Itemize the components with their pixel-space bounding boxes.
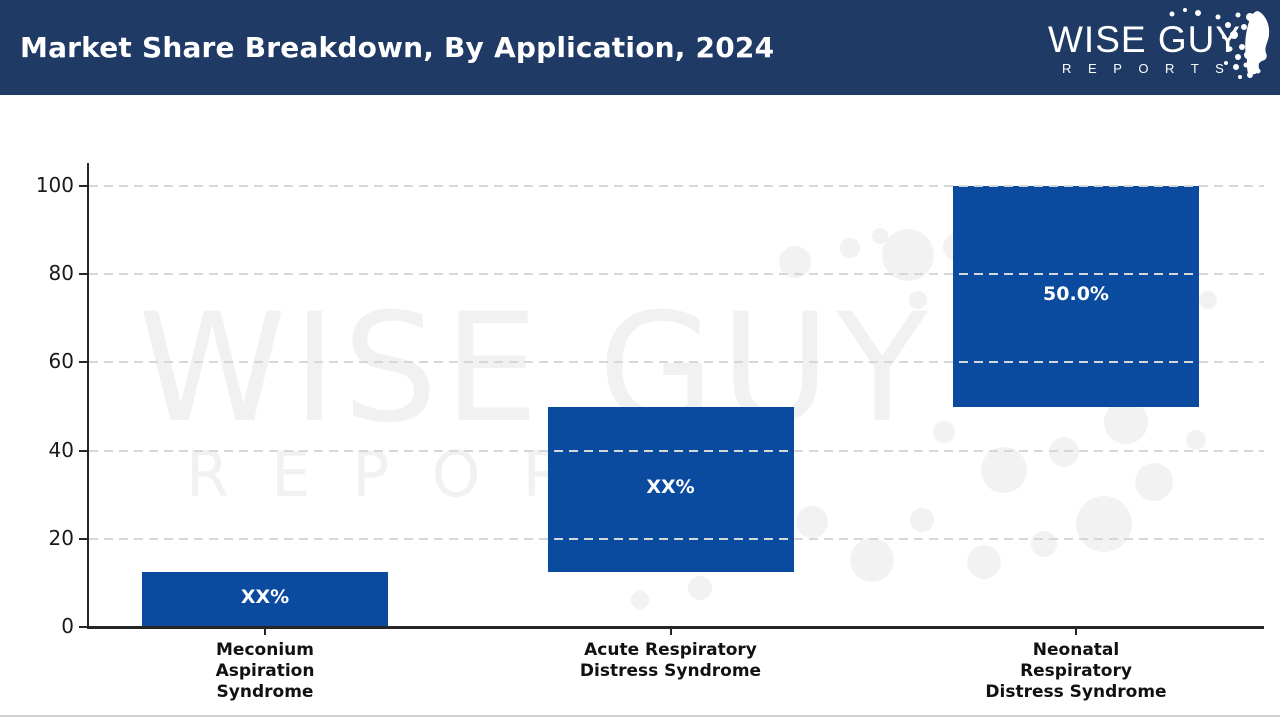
watermark-dot bbox=[1199, 291, 1217, 309]
gridline-y-40 bbox=[89, 449, 1264, 452]
watermark-dot bbox=[910, 508, 934, 532]
logo-subtext: R E P O R T S bbox=[1062, 61, 1230, 76]
y-tick-mark bbox=[79, 449, 87, 452]
y-tick-label: 80 bbox=[48, 261, 74, 286]
watermark-wordmark: WISE GUY bbox=[138, 282, 934, 456]
x-category-label-line: Distress Syndrome bbox=[579, 661, 762, 681]
y-tick-mark bbox=[79, 185, 87, 187]
watermark-dot bbox=[840, 238, 860, 258]
x-category-label-line: Distress Syndrome bbox=[985, 682, 1167, 702]
bar-value-label: XX% bbox=[240, 586, 290, 609]
y-axis-line bbox=[87, 163, 89, 628]
watermark-dot bbox=[882, 229, 934, 281]
x-category-label-line: Acute Respiratory bbox=[584, 640, 757, 660]
footer-divider bbox=[0, 715, 1280, 717]
y-tick-label: 0 bbox=[61, 614, 74, 638]
y-tick-label: 40 bbox=[48, 437, 74, 462]
watermark-dot bbox=[1135, 463, 1173, 501]
watermark-dot bbox=[967, 545, 1001, 579]
bar-value-label: XX% bbox=[646, 476, 695, 499]
x-tick-mark bbox=[669, 628, 672, 635]
gridline-y-60 bbox=[89, 361, 1264, 364]
x-tick-mark bbox=[264, 628, 266, 635]
x-category-label-line: Meconium bbox=[216, 640, 314, 660]
gridline-y-80 bbox=[89, 273, 1264, 276]
y-tick-mark bbox=[79, 273, 87, 276]
watermark-dot bbox=[1076, 496, 1132, 552]
bar-segment bbox=[953, 186, 1199, 407]
bar-segment bbox=[547, 406, 794, 572]
watermark-dot bbox=[909, 291, 927, 309]
watermark-dot bbox=[688, 576, 712, 600]
watermark-dot bbox=[631, 591, 649, 609]
watermark-dot bbox=[796, 506, 828, 538]
logo-wordmark: WISE GUY bbox=[1048, 19, 1241, 60]
watermark-dot bbox=[850, 538, 894, 582]
x-axis-line bbox=[87, 626, 1264, 629]
x-category-label-line: Respiratory bbox=[1020, 661, 1132, 681]
y-tick-mark bbox=[79, 361, 87, 364]
wise-guy-reports-logo: WISE GUY R E P O R T S bbox=[1048, 8, 1270, 79]
watermark-dot bbox=[1049, 437, 1079, 467]
x-tick-mark bbox=[1075, 628, 1077, 635]
chart-title: Market Share Breakdown, By Application, … bbox=[20, 31, 775, 64]
watermark-dot bbox=[872, 228, 888, 244]
watermark-dot bbox=[1186, 430, 1206, 450]
watermark-dot bbox=[981, 447, 1027, 493]
gridline-y-20 bbox=[89, 537, 1264, 540]
gridline-y-100 bbox=[89, 185, 1264, 187]
y-tick-mark bbox=[79, 626, 87, 628]
bar-segment bbox=[142, 571, 388, 627]
watermark-dot bbox=[933, 421, 955, 443]
x-category-label-line: Syndrome bbox=[216, 682, 314, 702]
watermark-dot bbox=[779, 246, 811, 278]
y-tick-label: 100 bbox=[35, 173, 74, 197]
logo-face-icon bbox=[1169, 8, 1270, 79]
watermark-dot bbox=[1031, 531, 1057, 557]
bar-value-label: 50.0% bbox=[1043, 283, 1109, 306]
y-tick-mark bbox=[79, 537, 87, 540]
watermark-dot bbox=[1104, 400, 1148, 444]
x-category-label: Neonatal Respiratory Distress Syndrome bbox=[916, 640, 1236, 703]
x-category-label: Meconium Aspiration Syndrome bbox=[105, 640, 425, 703]
y-tick-label: 60 bbox=[48, 349, 74, 374]
x-category-label: Acute Respiratory Distress Syndrome bbox=[511, 640, 831, 682]
y-tick-label: 20 bbox=[48, 525, 74, 550]
x-category-label-line: Aspiration bbox=[215, 661, 315, 681]
x-category-label-line: Neonatal bbox=[1032, 640, 1120, 660]
header-bar: Market Share Breakdown, By Application, … bbox=[0, 0, 1280, 95]
